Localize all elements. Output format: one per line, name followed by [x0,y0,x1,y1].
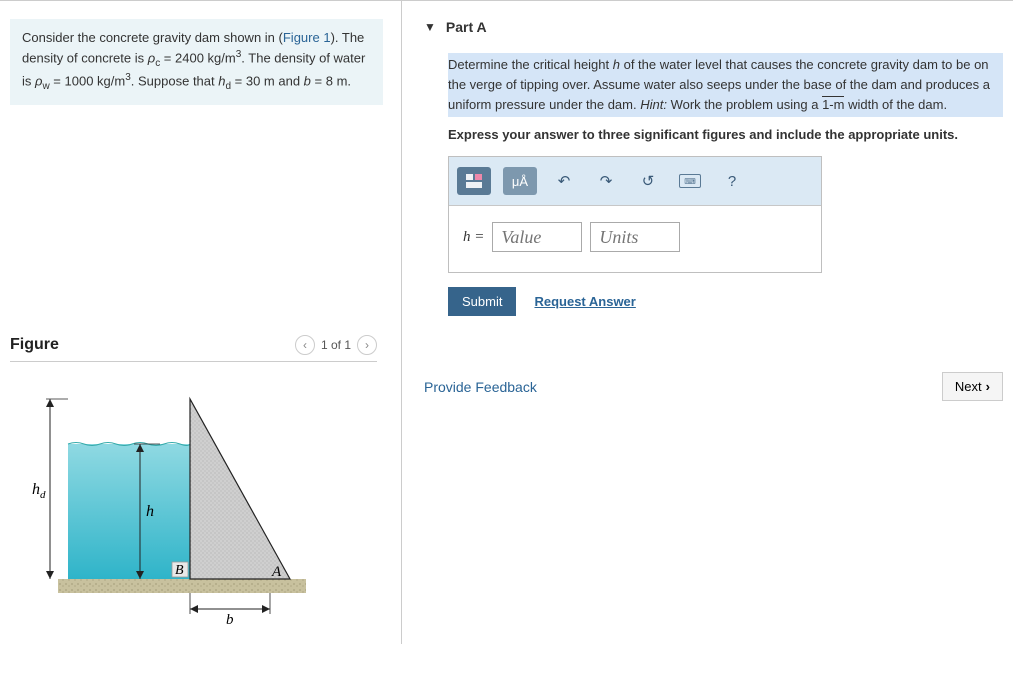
hint-label: Hint: [640,97,667,112]
next-button[interactable]: Next › [942,372,1003,401]
request-answer-link[interactable]: Request Answer [534,294,635,309]
units-input[interactable] [590,222,680,252]
part-title: Part A [446,19,487,35]
problem-text: . Suppose that [131,74,218,89]
rho-w-sub: w [42,81,49,92]
svg-text:b: b [226,612,234,628]
problem-statement: Consider the concrete gravity dam shown … [10,19,383,105]
pager-text: 1 of 1 [321,338,351,352]
b: b [304,74,311,89]
svg-text:h: h [146,503,154,520]
redo-icon[interactable]: ↷ [591,168,621,194]
rho-c-val: = 2400 kg/m [160,50,236,65]
chevron-right-icon: › [986,379,990,394]
template-icon[interactable] [457,167,491,195]
svg-text:h: h [32,481,40,498]
figure-link[interactable]: Figure 1 [283,30,331,45]
h-equals-label: h = [463,229,484,246]
units-icon[interactable]: μÅ [503,167,537,195]
pager-prev-button[interactable]: ‹ [295,335,315,355]
hint-text2: width of the dam. [844,97,947,112]
provide-feedback-link[interactable]: Provide Feedback [424,379,537,395]
undo-icon[interactable]: ↶ [549,168,579,194]
svg-text:B: B [175,563,184,578]
problem-text: Consider the concrete gravity dam shown … [22,30,283,45]
svg-text:d: d [40,489,46,501]
figure-pager: ‹ 1 of 1 › [295,335,377,355]
question-text: Determine the critical height h of the w… [448,53,1003,117]
answer-panel: μÅ ↶ ↷ ↺ ⌨ ? h = [448,156,822,273]
instruction-text: Express your answer to three significant… [448,127,1003,142]
figure-diagram: h d h B A b [10,384,383,634]
h-var: h [613,57,620,72]
q-pre: Determine the critical height [448,57,613,72]
hd-val: = 30 m and [231,74,304,89]
value-input[interactable] [492,222,582,252]
collapse-icon[interactable]: ▼ [424,20,436,34]
answer-toolbar: μÅ ↶ ↷ ↺ ⌨ ? [449,157,821,206]
rho-w-val: = 1000 kg/m [50,74,126,89]
figure-title: Figure [10,336,59,354]
b-val: = 8 m. [311,74,351,89]
help-icon[interactable]: ? [717,168,747,194]
hint-text: Work the problem using a [667,97,822,112]
keyboard-icon[interactable]: ⌨ [675,168,705,194]
reset-icon[interactable]: ↺ [633,168,663,194]
svg-text:A: A [271,564,282,580]
one-m: 1-m [822,96,844,112]
submit-button[interactable]: Submit [448,287,516,316]
pager-next-button[interactable]: › [357,335,377,355]
next-label: Next [955,379,982,394]
